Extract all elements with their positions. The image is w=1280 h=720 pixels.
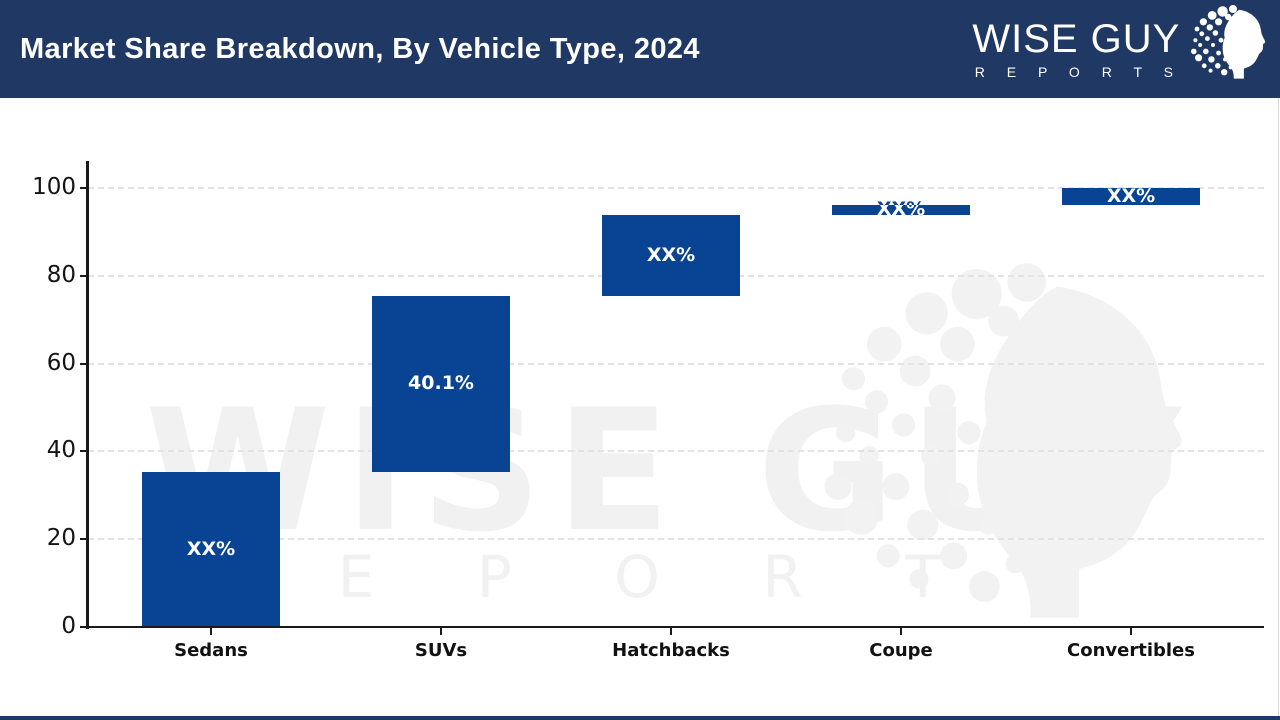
y-tick-label: 20: [46, 525, 76, 552]
brand-name: WISE GUY: [972, 17, 1181, 61]
bar: XX%: [832, 204, 970, 216]
y-tick-mark: [80, 626, 88, 628]
y-axis-line: [86, 161, 89, 629]
grid-line: [88, 362, 1264, 365]
grid-line: [88, 450, 1264, 453]
page-title: Market Share Breakdown, By Vehicle Type,…: [20, 32, 700, 65]
x-category-label: Sedans: [174, 640, 248, 661]
y-tick-label: 60: [46, 349, 76, 376]
brand-subtitle: R E P O R T S: [974, 64, 1182, 80]
y-tick-mark: [80, 274, 88, 277]
y-tick-mark: [80, 362, 88, 365]
y-tick-label: 100: [32, 174, 76, 200]
x-category-label: Coupe: [869, 640, 933, 661]
x-tick-mark: [1130, 627, 1132, 635]
bar: XX%: [602, 215, 740, 296]
x-category-label: Convertibles: [1067, 640, 1195, 661]
bar-value-label: XX%: [186, 537, 236, 560]
x-tick-mark: [440, 627, 442, 635]
dotted-head-icon: [1191, 5, 1266, 79]
bar: XX%: [142, 471, 280, 627]
y-tick-label: 0: [61, 613, 76, 639]
y-tick-mark: [80, 187, 88, 189]
grid-line: [88, 187, 1264, 189]
watermark-subtitle-text: R E P O R T S: [195, 543, 1122, 611]
x-category-label: SUVs: [414, 640, 468, 661]
grid-line: [88, 538, 1264, 541]
y-tick-mark: [80, 538, 88, 541]
bar: 40.1%: [372, 295, 510, 472]
brand-logo: WISE GUY R E P O R T S: [971, 0, 1270, 98]
x-tick-mark: [900, 627, 902, 635]
x-category-label: Hatchbacks: [612, 640, 730, 661]
bar-value-label: XX%: [1106, 188, 1156, 205]
footer-bar: [0, 716, 1280, 720]
header-bar: Market Share Breakdown, By Vehicle Type,…: [0, 0, 1280, 98]
y-tick-mark: [80, 450, 88, 453]
x-axis-line: [86, 625, 1264, 628]
brand-logo-text: WISE GUY R E P O R T S: [971, 19, 1182, 79]
y-tick-label: 80: [46, 261, 76, 288]
x-tick-mark: [670, 627, 672, 635]
bar-value-label: XX%: [877, 205, 925, 216]
y-tick-label: 40: [46, 437, 76, 464]
bar-value-label: 40.1%: [408, 372, 474, 395]
x-tick-mark: [210, 627, 212, 635]
bar: XX%: [1062, 188, 1200, 205]
bar-value-label: XX%: [646, 243, 696, 266]
